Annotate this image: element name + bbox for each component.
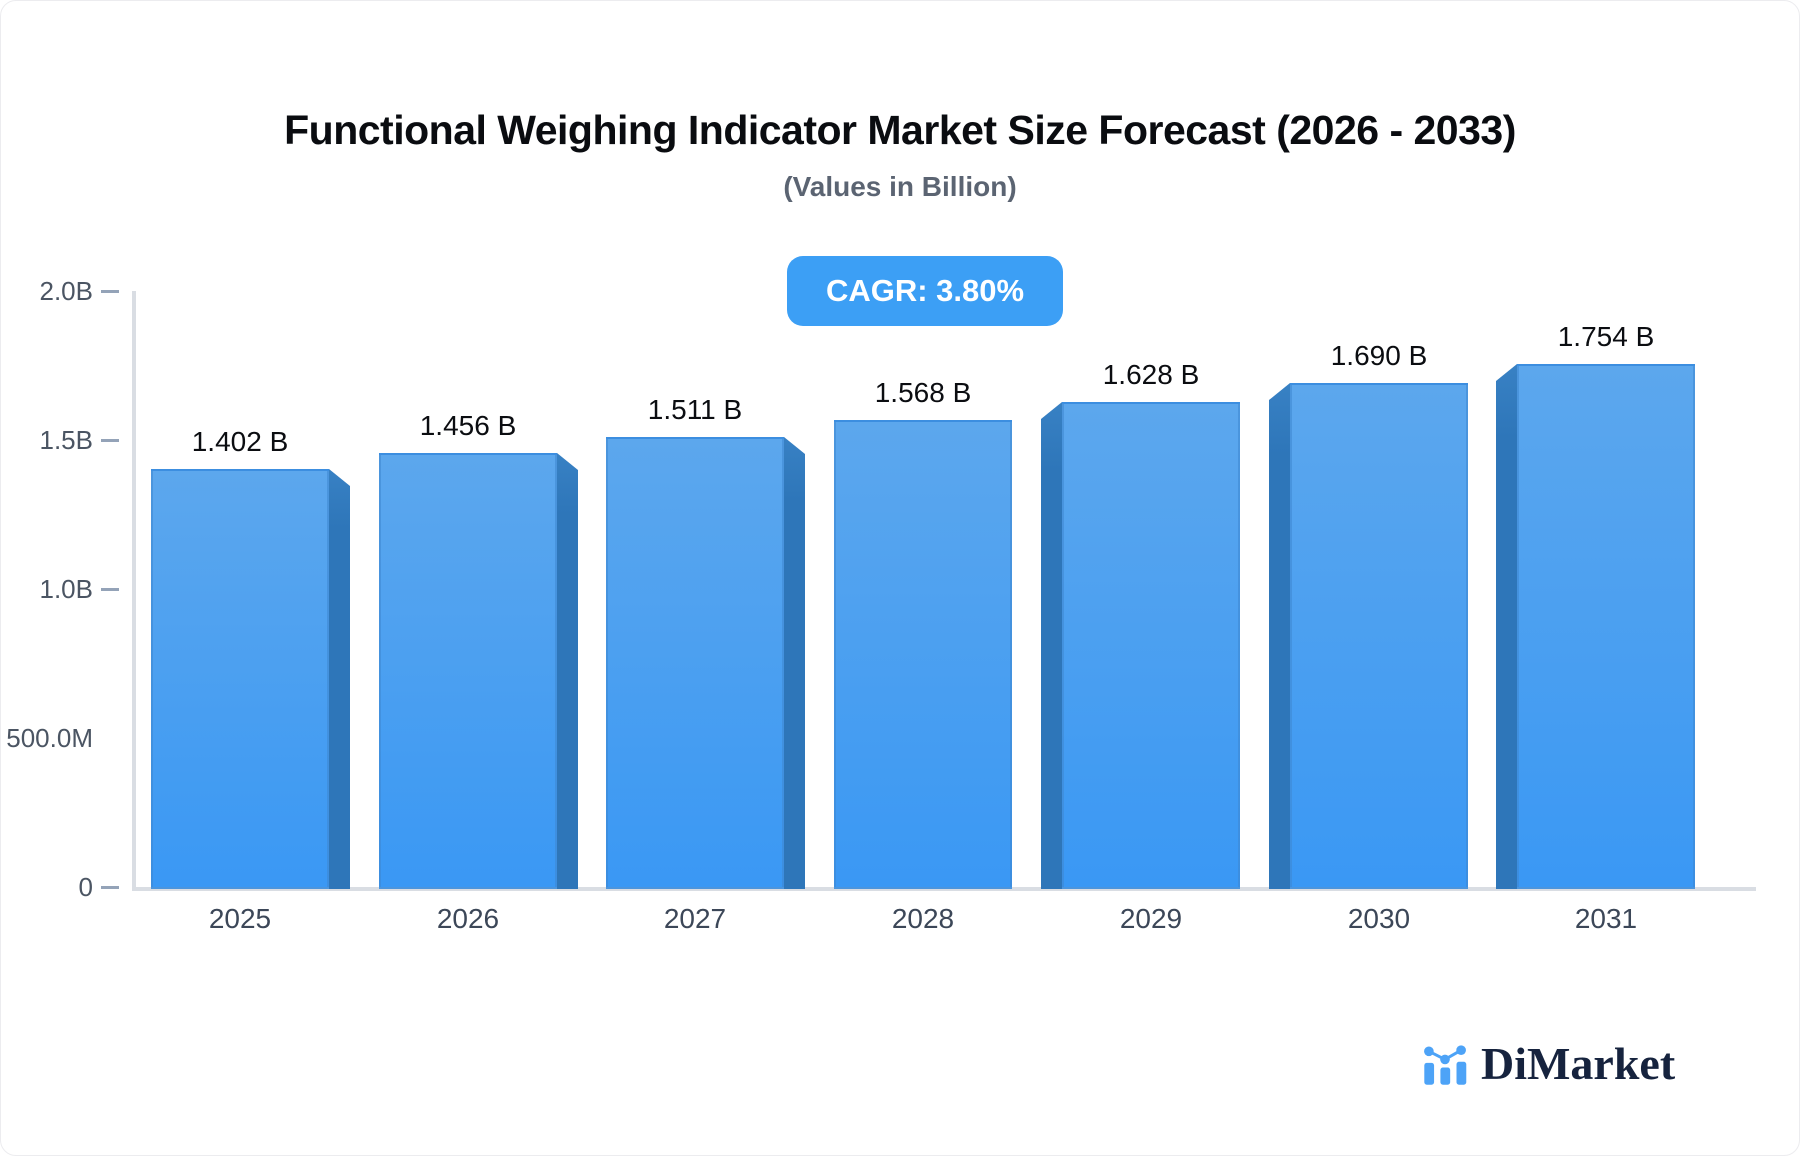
bar-side <box>329 469 350 889</box>
bar-face <box>379 453 557 889</box>
bar-face <box>606 437 784 889</box>
bar-face <box>1062 402 1240 889</box>
bar-side <box>1496 364 1517 889</box>
bar-value-label: 1.568 B <box>874 377 972 408</box>
bar-side <box>1269 383 1290 889</box>
y-tick-label: 0 <box>78 872 93 902</box>
bar-side <box>557 453 578 889</box>
y-tick-dash <box>101 290 119 293</box>
bar-value-label: 1.511 B <box>647 394 743 425</box>
y-tick-label: 1.5B <box>39 425 94 455</box>
bar-side <box>784 437 805 889</box>
y-tick-dash <box>101 588 119 591</box>
bar-value-label: 1.456 B <box>419 410 517 441</box>
chart-title: Functional Weighing Indicator Market Siz… <box>284 107 1516 153</box>
y-tick-label: 500.0M <box>6 723 93 753</box>
brand-logo-text: DiMarket <box>1481 1038 1676 1089</box>
chart-subtitle: (Values in Billion) <box>783 171 1017 202</box>
x-category-label: 2027 <box>663 903 727 934</box>
bar-value-label: 1.754 B <box>1557 321 1655 352</box>
y-tick-label: 2.0B <box>39 276 94 306</box>
bar-side <box>1041 402 1062 889</box>
bar-value-label: 1.690 B <box>1330 340 1428 371</box>
y-tick-dash <box>101 439 119 442</box>
y-axis-line <box>132 291 136 891</box>
bar-face <box>1290 383 1468 889</box>
bar-face <box>151 469 329 889</box>
y-tick-label: 1.0B <box>39 574 94 604</box>
x-category-label: 2030 <box>1347 903 1411 934</box>
brand-logo: DiMarket <box>1422 1039 1675 1089</box>
brand-logo-icon <box>1424 1045 1467 1085</box>
bar-value-label: 1.402 B <box>191 426 289 457</box>
x-category-label: 2028 <box>891 903 955 934</box>
y-tick-dash <box>101 886 119 889</box>
x-category-label: 2031 <box>1574 903 1638 934</box>
bar-face <box>834 420 1012 889</box>
cagr-badge: CAGR: 3.80% <box>787 256 1063 326</box>
bar-face <box>1517 364 1695 889</box>
bar-value-label: 1.628 B <box>1102 359 1200 390</box>
x-category-label: 2025 <box>208 903 272 934</box>
x-axis-line <box>132 887 1756 891</box>
x-category-label: 2029 <box>1119 903 1183 934</box>
x-category-label: 2026 <box>436 903 500 934</box>
